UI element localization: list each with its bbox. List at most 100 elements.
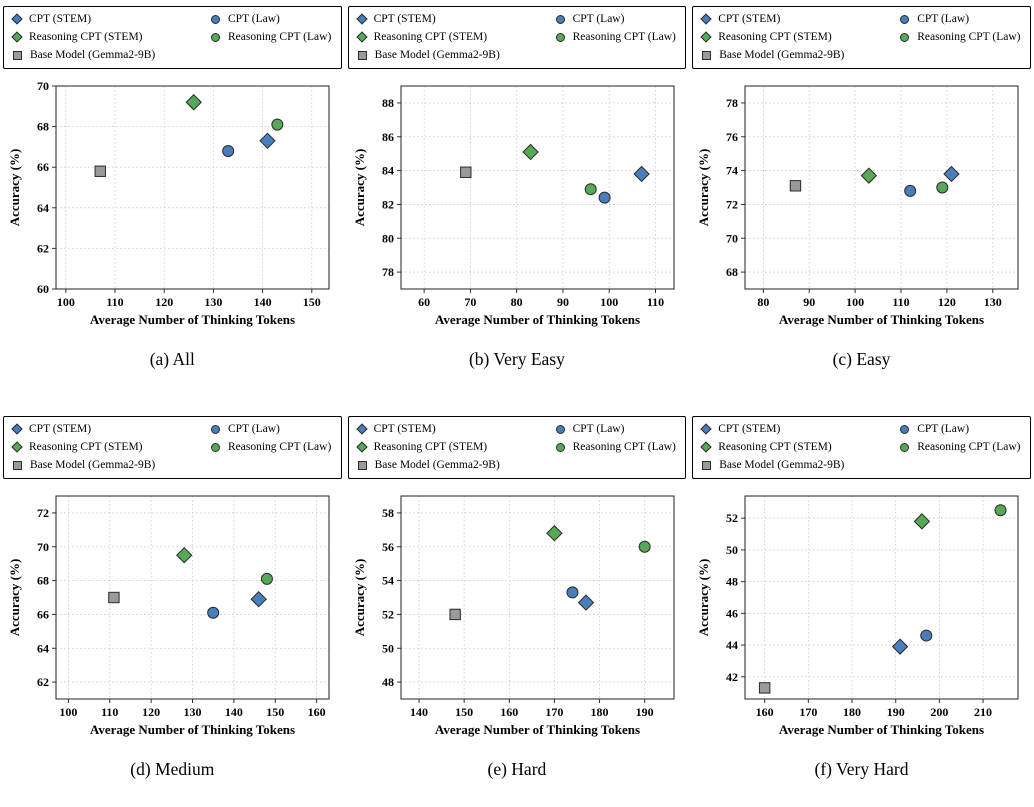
legend-label: Base Model (Gemma2-9B) [30,48,156,61]
legend-item: Reasoning CPT (STEM) [699,440,897,455]
data-point-reasoning-cpt-stem [914,512,931,530]
legend-label: Base Model (Gemma2-9B) [719,48,845,61]
svg-text:190: 190 [636,705,654,719]
svg-text:58: 58 [382,506,394,520]
legend-item: Reasoning CPT (STEM) [355,440,553,455]
circle-marker-icon [211,442,220,452]
diamond-marker-icon [11,441,23,453]
caption-medium: (d) Medium [130,758,215,779]
data-point-reasoning-cpt-stem [522,143,539,160]
svg-text:46: 46 [726,606,738,620]
svg-text:70: 70 [37,79,49,93]
legend-box: CPT (STEM) Reasoning CPT (STEM) Base Model… [347,6,687,69]
svg-text:78: 78 [726,96,738,110]
svg-text:160: 160 [500,705,518,719]
legend-item: Reasoning CPT (Law) [208,30,335,45]
diamond-marker-icon [355,31,368,44]
svg-text:44: 44 [726,638,738,652]
scatter-plot-very-hard: 160 170 180 190 200 210 42 44 46 48 50 52 Average Nu… [696,495,1019,737]
legend-item: CPT (Law) [897,12,1024,27]
legend-label: Base Model (Gemma2-9B) [374,48,500,61]
svg-text:180: 180 [844,705,862,719]
svg-text:42: 42 [726,669,738,683]
legend-label: CPT (STEM) [373,422,436,435]
square-marker-icon [702,460,712,470]
svg-text:48: 48 [726,574,738,588]
svg-text:56: 56 [382,539,394,553]
caption-very-hard: (f) Very Hard [814,758,909,779]
y-axis-label: Accuracy (%) [696,558,711,636]
legend-item: Base Model (Gemma2-9B) [10,458,208,473]
svg-text:120: 120 [156,295,174,309]
data-point-reasoning-cpt-stem [185,93,203,111]
legend-box: CPT (STEM) Reasoning CPT (STEM) Base Model… [347,415,687,479]
legend-item: CPT (Law) [897,422,1024,437]
svg-text:80: 80 [758,295,770,309]
y-axis-label: Accuracy (%) [7,558,22,636]
scatter-plot-all: 100 110 120 130 140 150 60 62 64 66 68 70 Average Nu… [7,79,330,327]
legend-item: Reasoning CPT (Law) [553,440,680,455]
subplot-all: CPT (STEM) Reasoning CPT (STEM) Base Model… [0,6,345,370]
svg-text:200: 200 [931,705,949,719]
svg-text:76: 76 [726,130,738,144]
caption-easy: (c) Easy [832,348,891,369]
data-point-base-model-gemma2-9b [459,166,472,178]
legend-label: Base Model (Gemma2-9B) [719,458,845,471]
svg-text:64: 64 [37,641,49,655]
x-axis-label: Average Number of Thinking Tokens [779,312,984,327]
legend-item: Base Model (Gemma2-9B) [699,458,897,473]
svg-text:210: 210 [975,705,993,719]
legend-item: CPT (STEM) [10,422,208,437]
svg-text:78: 78 [382,265,394,279]
square-marker-icon [357,460,367,470]
legend-item: Reasoning CPT (STEM) [10,30,208,45]
svg-text:52: 52 [726,511,738,525]
svg-text:110: 110 [893,295,910,309]
legend-item: CPT (STEM) [355,12,553,27]
data-point-cpt-stem [633,165,650,182]
legend-item: Base Model (Gemma2-9B) [10,48,208,63]
legend-label: Reasoning CPT (STEM) [373,30,488,43]
legend-item: Base Model (Gemma2-9B) [355,458,553,473]
svg-text:86: 86 [382,130,394,144]
x-axis-label: Average Number of Thinking Tokens [435,312,640,327]
data-point-cpt-stem [259,132,277,149]
svg-text:54: 54 [382,573,394,587]
scatter-plot-easy: 80 90 100 110 120 130 68 70 72 74 76 78 Average Numb… [696,85,1019,327]
svg-text:90: 90 [557,295,569,309]
svg-text:120: 120 [142,705,160,719]
square-marker-icon [702,50,712,60]
data-point-base-model-gemma2-9b [108,591,120,603]
legend-item: Reasoning CPT (STEM) [355,30,553,45]
y-axis-label: Accuracy (%) [352,558,367,636]
svg-text:190: 190 [887,705,905,719]
diamond-marker-icon [700,13,712,26]
data-point-base-model-gemma2-9b [759,681,771,694]
svg-text:82: 82 [382,197,394,211]
subplot-medium: CPT (STEM) Reasoning CPT (STEM) Base Model… [0,415,345,780]
circle-marker-icon [555,14,565,24]
svg-text:140: 140 [254,295,272,309]
square-marker-icon [13,460,22,470]
caption-hard: (e) Hard [487,758,547,779]
svg-text:80: 80 [511,295,523,309]
data-point-cpt-law [598,191,611,204]
legend-box: CPT (STEM) Reasoning CPT (STEM) Base Model… [3,6,342,69]
svg-text:120: 120 [938,295,956,309]
svg-text:68: 68 [37,119,49,133]
legend-item: CPT (Law) [553,12,680,27]
legend-item: CPT (STEM) [699,422,897,437]
x-axis-label: Average Number of Thinking Tokens [90,312,295,327]
legend-item: CPT (STEM) [355,422,553,437]
svg-text:66: 66 [37,607,49,621]
x-axis-label: Average Number of Thinking Tokens [435,722,640,737]
data-point-base-model-gemma2-9b [94,165,107,177]
legend-label: Base Model (Gemma2-9B) [374,458,500,471]
svg-text:130: 130 [205,295,223,309]
circle-marker-icon [211,14,220,24]
x-axis-label: Average Number of Thinking Tokens [90,722,295,737]
legend-label: CPT (STEM) [373,13,436,25]
legend-item: CPT (STEM) [699,12,897,27]
y-axis-label: Accuracy (%) [352,149,367,227]
legend-label: Reasoning CPT (STEM) [373,440,488,453]
